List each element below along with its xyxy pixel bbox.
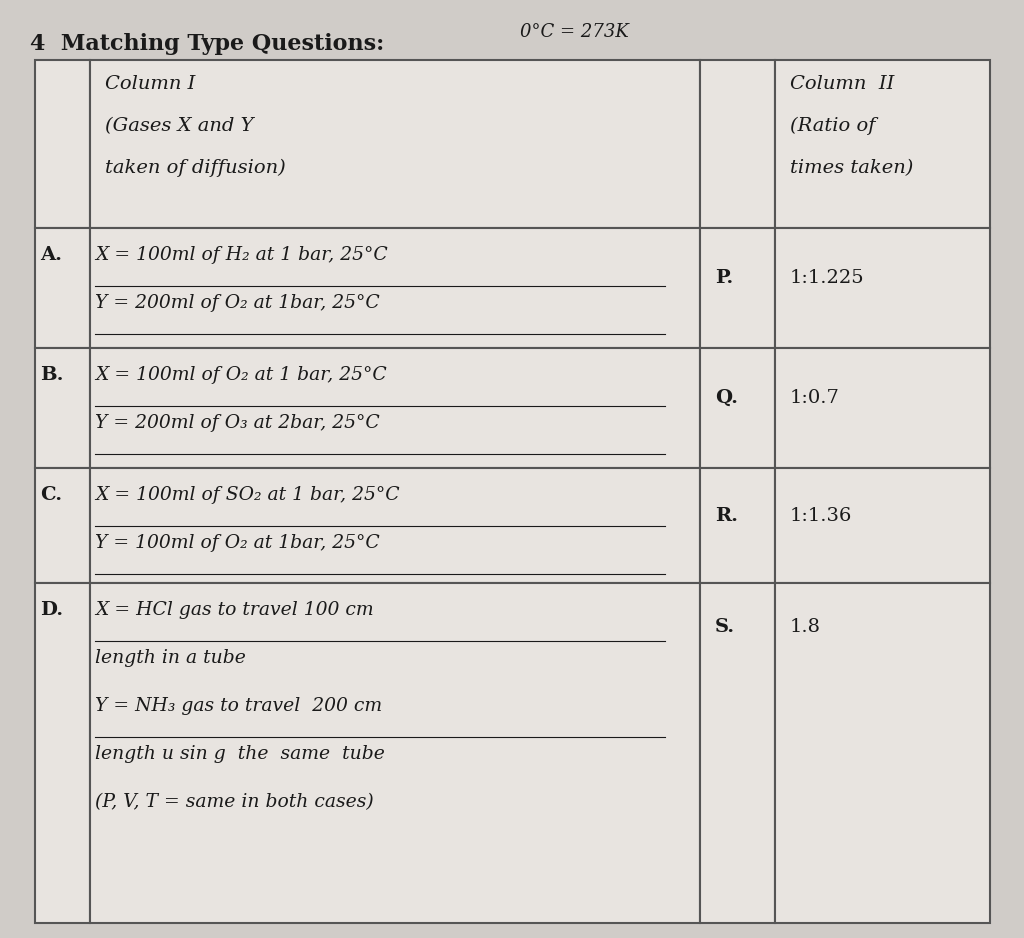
Text: length u sin g  the  same  tube: length u sin g the same tube: [95, 745, 385, 763]
Text: (Ratio of: (Ratio of: [790, 117, 876, 135]
Polygon shape: [700, 348, 775, 468]
Text: R.: R.: [715, 507, 738, 524]
Polygon shape: [35, 468, 90, 583]
Text: X = 100ml of SO₂ at 1 bar, 25°C: X = 100ml of SO₂ at 1 bar, 25°C: [95, 486, 399, 504]
Text: D.: D.: [40, 601, 63, 619]
Text: Y = 200ml of O₃ at 2bar, 25°C: Y = 200ml of O₃ at 2bar, 25°C: [95, 414, 380, 432]
Text: A.: A.: [40, 246, 62, 264]
Text: P.: P.: [715, 269, 733, 287]
Text: (P, V, T = same in both cases): (P, V, T = same in both cases): [95, 793, 374, 811]
Text: Y = NH₃ gas to travel  200 cm: Y = NH₃ gas to travel 200 cm: [95, 697, 382, 715]
Text: 1:1.36: 1:1.36: [790, 507, 852, 524]
Text: X = 100ml of O₂ at 1 bar, 25°C: X = 100ml of O₂ at 1 bar, 25°C: [95, 366, 387, 384]
Text: 4  Matching Type Questions:: 4 Matching Type Questions:: [30, 33, 384, 55]
Polygon shape: [90, 468, 700, 583]
Polygon shape: [35, 348, 90, 468]
Polygon shape: [700, 468, 775, 583]
Text: C.: C.: [40, 486, 62, 504]
Polygon shape: [90, 60, 700, 228]
Text: X = 100ml of H₂ at 1 bar, 25°C: X = 100ml of H₂ at 1 bar, 25°C: [95, 246, 388, 264]
Polygon shape: [35, 60, 90, 228]
Polygon shape: [775, 583, 990, 923]
Text: B.: B.: [40, 366, 63, 384]
Text: times taken): times taken): [790, 159, 913, 177]
Text: S.: S.: [715, 618, 735, 636]
Polygon shape: [90, 348, 700, 468]
Text: (Gases X and Y: (Gases X and Y: [105, 117, 254, 135]
Polygon shape: [775, 60, 990, 228]
Text: taken of diffusion): taken of diffusion): [105, 159, 286, 177]
Polygon shape: [775, 348, 990, 468]
Polygon shape: [35, 228, 90, 348]
Polygon shape: [90, 228, 700, 348]
Polygon shape: [90, 583, 700, 923]
Text: Q.: Q.: [715, 389, 738, 407]
Text: 0°C = 273K: 0°C = 273K: [520, 23, 629, 41]
Polygon shape: [775, 228, 990, 348]
Text: Y = 200ml of O₂ at 1bar, 25°C: Y = 200ml of O₂ at 1bar, 25°C: [95, 294, 380, 312]
Text: length in a tube: length in a tube: [95, 649, 246, 667]
Polygon shape: [35, 583, 90, 923]
Polygon shape: [700, 60, 775, 228]
Text: 1.8: 1.8: [790, 618, 821, 636]
Text: Column I: Column I: [105, 75, 196, 93]
Text: Y = 100ml of O₂ at 1bar, 25°C: Y = 100ml of O₂ at 1bar, 25°C: [95, 534, 380, 552]
Polygon shape: [700, 228, 775, 348]
Text: Column  II: Column II: [790, 75, 894, 93]
Polygon shape: [700, 583, 775, 923]
Text: X = HCl gas to travel 100 cm: X = HCl gas to travel 100 cm: [95, 601, 374, 619]
Text: 1:0.7: 1:0.7: [790, 389, 840, 407]
Text: 1:1.225: 1:1.225: [790, 269, 864, 287]
Polygon shape: [775, 468, 990, 583]
